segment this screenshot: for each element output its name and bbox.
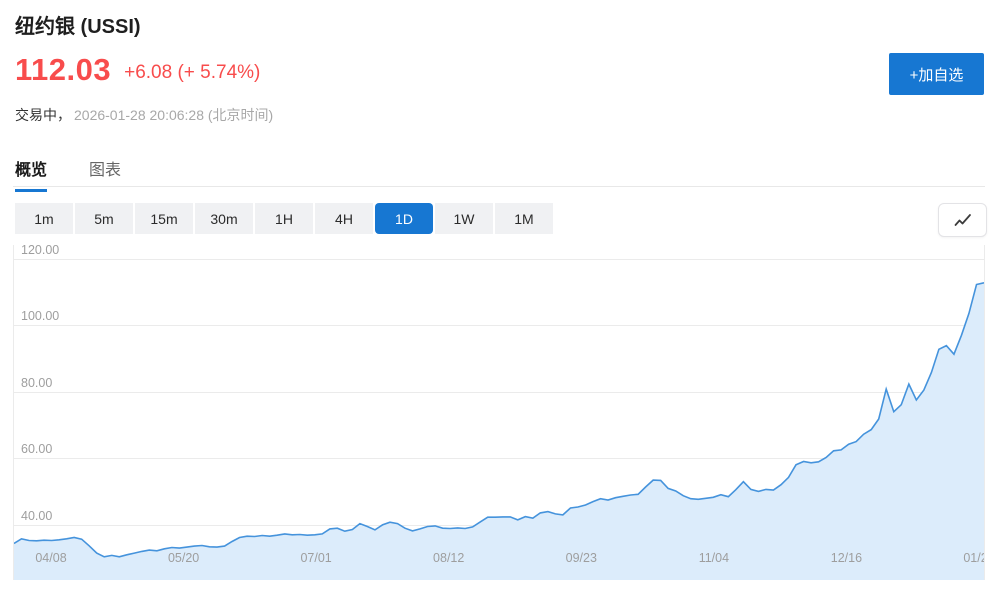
price-change: +6.08 (+ 5.74%) xyxy=(124,61,261,83)
y-axis-label: 120.00 xyxy=(21,245,60,257)
range-5m[interactable]: 5m xyxy=(75,203,133,234)
range-30m[interactable]: 30m xyxy=(195,203,253,234)
tab-chart[interactable]: 图表 xyxy=(89,162,122,179)
y-gridline xyxy=(14,258,984,260)
price-chart[interactable]: 120.00 100.00 80.00 60.00 40.00 04/08 05/20 07/… xyxy=(13,245,985,580)
range-1h[interactable]: 1H xyxy=(255,203,313,234)
page-title: 纽约银 (USSI) xyxy=(15,16,141,38)
quote-timestamp: 2026-01-28 20:06:28 (北京时间) xyxy=(74,107,274,123)
tab-bar: 概览 图表 xyxy=(15,156,121,192)
y-axis-label: 80.00 xyxy=(21,375,53,390)
range-1m[interactable]: 1m xyxy=(15,203,73,234)
y-gridline xyxy=(14,458,984,460)
tab-overview[interactable]: 概览 xyxy=(15,156,48,192)
trend-line-icon xyxy=(954,214,971,226)
range-15m[interactable]: 15m xyxy=(135,203,193,234)
y-gridline xyxy=(14,391,984,393)
price-row: 112.03 +6.08 (+ 5.74%) xyxy=(15,52,261,87)
x-axis-label: 11/04 xyxy=(698,551,730,565)
chart-type-button[interactable] xyxy=(938,203,987,237)
range-1m-month[interactable]: 1M xyxy=(495,203,553,234)
y-axis-label: 60.00 xyxy=(21,442,53,457)
x-axis-label: 05/20 xyxy=(167,551,200,565)
price-area xyxy=(14,282,984,580)
x-axis-label: 12/16 xyxy=(830,551,863,565)
x-axis-label: 01/28 xyxy=(963,551,984,565)
range-1w[interactable]: 1W xyxy=(435,203,493,234)
status-row: 交易中， 2026-01-28 20:06:28 (北京时间) xyxy=(15,106,273,124)
y-gridline xyxy=(14,325,984,327)
price-line xyxy=(14,282,984,558)
y-axis-label: 100.00 xyxy=(21,309,60,324)
range-4h[interactable]: 4H xyxy=(315,203,373,234)
x-axis-label: 07/01 xyxy=(300,551,332,565)
y-axis-label: 40.00 xyxy=(21,508,53,523)
range-1d[interactable]: 1D xyxy=(375,203,433,234)
trading-status: 交易中， xyxy=(15,107,71,123)
x-axis-label: 08/12 xyxy=(433,551,465,565)
x-axis-label: 09/23 xyxy=(565,551,597,565)
add-watchlist-button[interactable]: +加自选 xyxy=(889,53,984,95)
time-range-selector: 1m 5m 15m 30m 1H 4H 1D 1W 1M xyxy=(15,203,553,234)
x-axis-label: 04/08 xyxy=(35,551,67,565)
tabs-divider xyxy=(13,186,985,187)
current-price: 112.03 xyxy=(15,52,112,87)
